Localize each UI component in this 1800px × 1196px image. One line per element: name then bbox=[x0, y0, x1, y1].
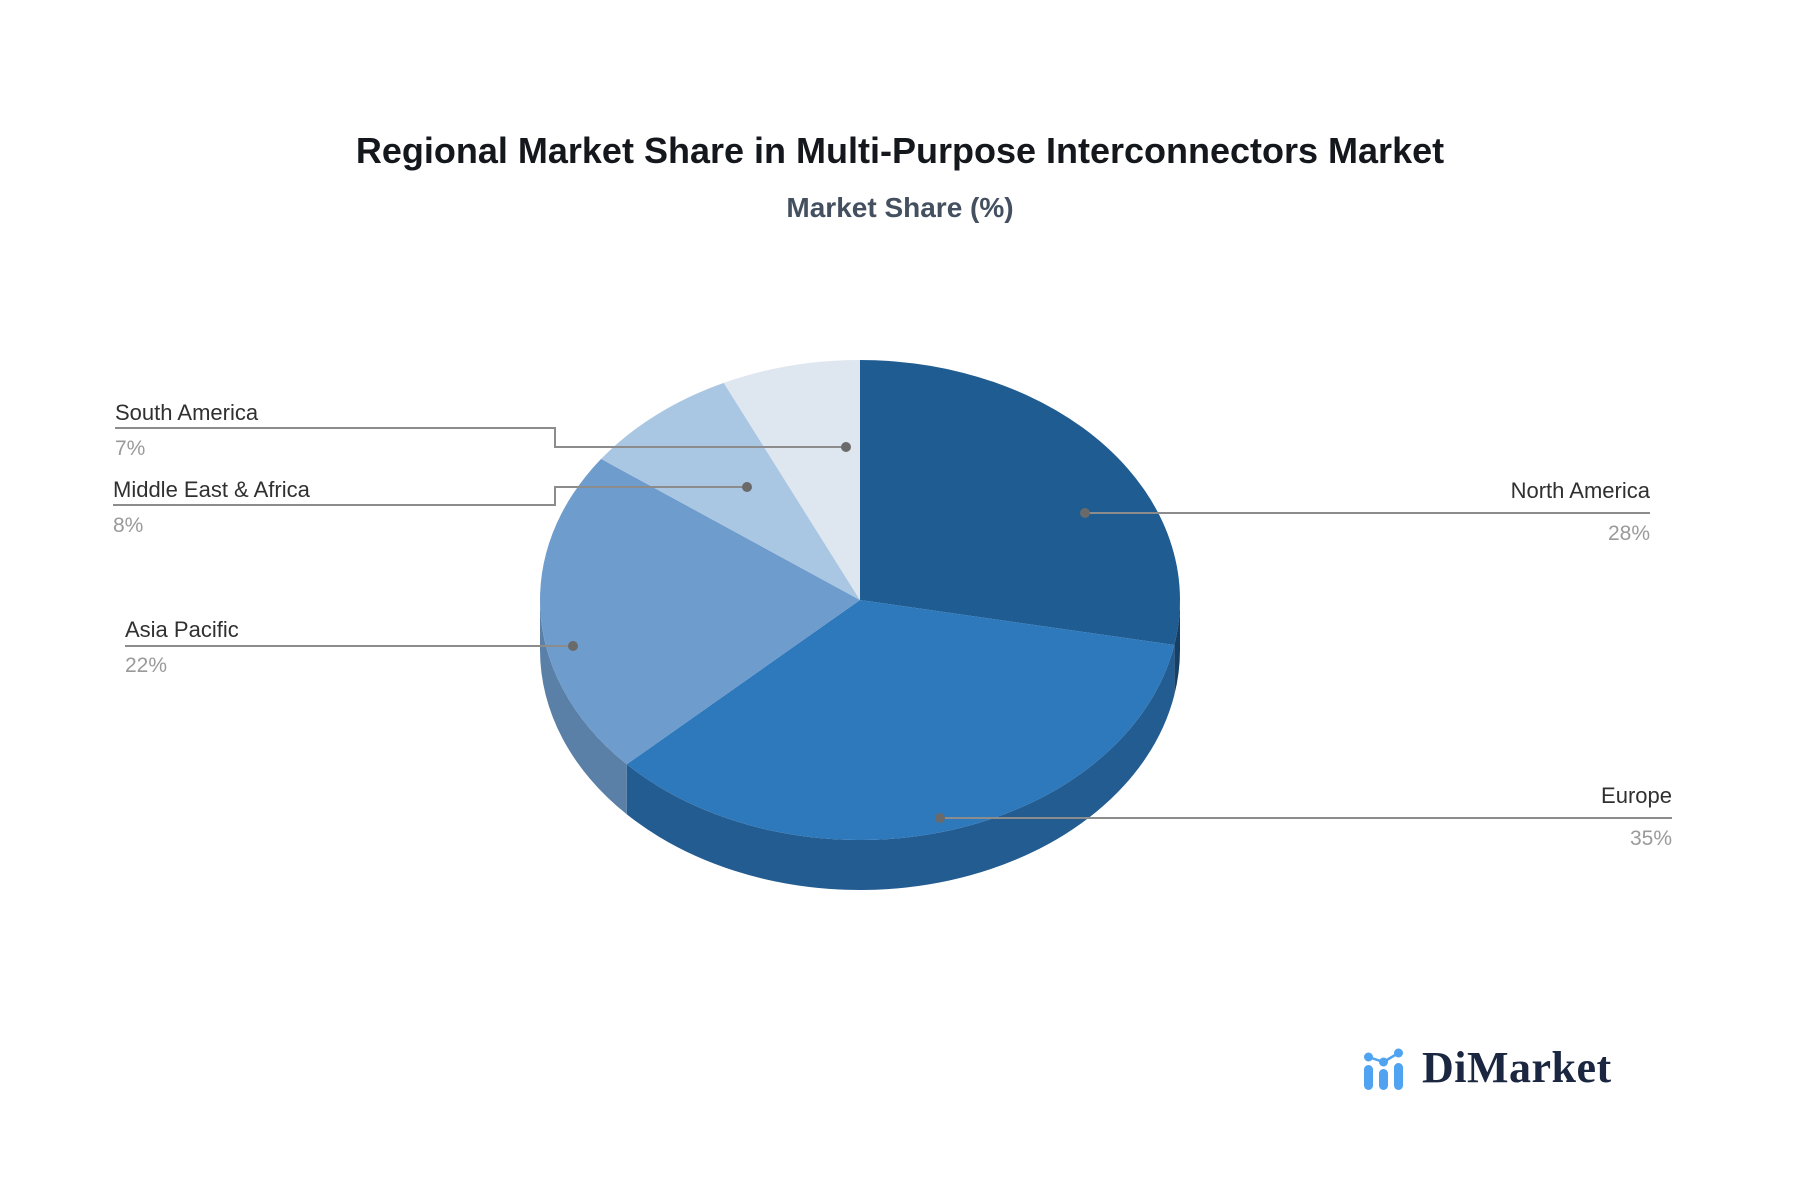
pie-slice-north-america[interactable] bbox=[860, 360, 1181, 645]
pie-slice-side-north-america bbox=[1174, 600, 1180, 695]
leader-dot-asia-pacific bbox=[568, 641, 578, 651]
label-south-america: South America 7% bbox=[115, 400, 575, 462]
label-north-america: North America 28% bbox=[1250, 478, 1650, 547]
slice-label-text: Asia Pacific bbox=[125, 617, 239, 642]
label-middle-east-africa: Middle East & Africa 8% bbox=[113, 477, 573, 539]
label-asia-pacific: Asia Pacific 22% bbox=[125, 617, 585, 679]
chart-title: Regional Market Share in Multi-Purpose I… bbox=[355, 130, 1445, 171]
pie-slice-south-america[interactable] bbox=[723, 360, 860, 600]
logo-dot bbox=[1364, 1052, 1373, 1062]
pie-slice-side-europe bbox=[626, 644, 1175, 891]
slice-percent-text: 22% bbox=[125, 654, 168, 677]
slice-percent-text: 7% bbox=[115, 437, 146, 460]
chart-header: Regional Market Share in Multi-Purpose I… bbox=[0, 128, 1800, 226]
leader-dot-europe bbox=[935, 813, 945, 823]
slice-label-text: Middle East & Africa bbox=[113, 477, 310, 502]
chart-subtitle: Market Share (%) bbox=[786, 192, 1014, 223]
slice-percent-text: 28% bbox=[1607, 522, 1650, 545]
leader-line-middle-east-africa bbox=[113, 486, 747, 506]
slice-percent-text: 35% bbox=[1629, 827, 1672, 850]
leader-dot-south-america bbox=[841, 442, 851, 452]
slice-percent-text: 8% bbox=[113, 514, 144, 537]
pie-slice-side-asia-pacific bbox=[540, 600, 627, 815]
logo-text: DiMarket bbox=[1422, 1043, 1612, 1092]
logo-bar bbox=[1394, 1063, 1403, 1090]
brand-logo[interactable]: DiMarket bbox=[1364, 1044, 1612, 1092]
label-europe: Europe 35% bbox=[1272, 783, 1672, 852]
bar-chart-logo-icon bbox=[1364, 1048, 1403, 1090]
slice-label-text: South America bbox=[115, 400, 259, 425]
pie-slice-europe[interactable] bbox=[626, 600, 1175, 841]
logo-dot bbox=[1394, 1048, 1403, 1058]
logo-dot bbox=[1379, 1057, 1388, 1067]
pie-slice-asia-pacific[interactable] bbox=[540, 458, 860, 765]
logo-bar bbox=[1379, 1069, 1388, 1090]
leader-dot-north-america bbox=[1080, 508, 1090, 518]
slice-label-text: Europe bbox=[1601, 783, 1672, 808]
logo-bar bbox=[1364, 1065, 1373, 1090]
slice-label-text: North America bbox=[1510, 478, 1650, 503]
leader-line-south-america bbox=[115, 427, 846, 448]
leader-dot-middle-east-africa bbox=[742, 482, 752, 492]
pie-slice-middle-east-africa[interactable] bbox=[601, 382, 860, 600]
